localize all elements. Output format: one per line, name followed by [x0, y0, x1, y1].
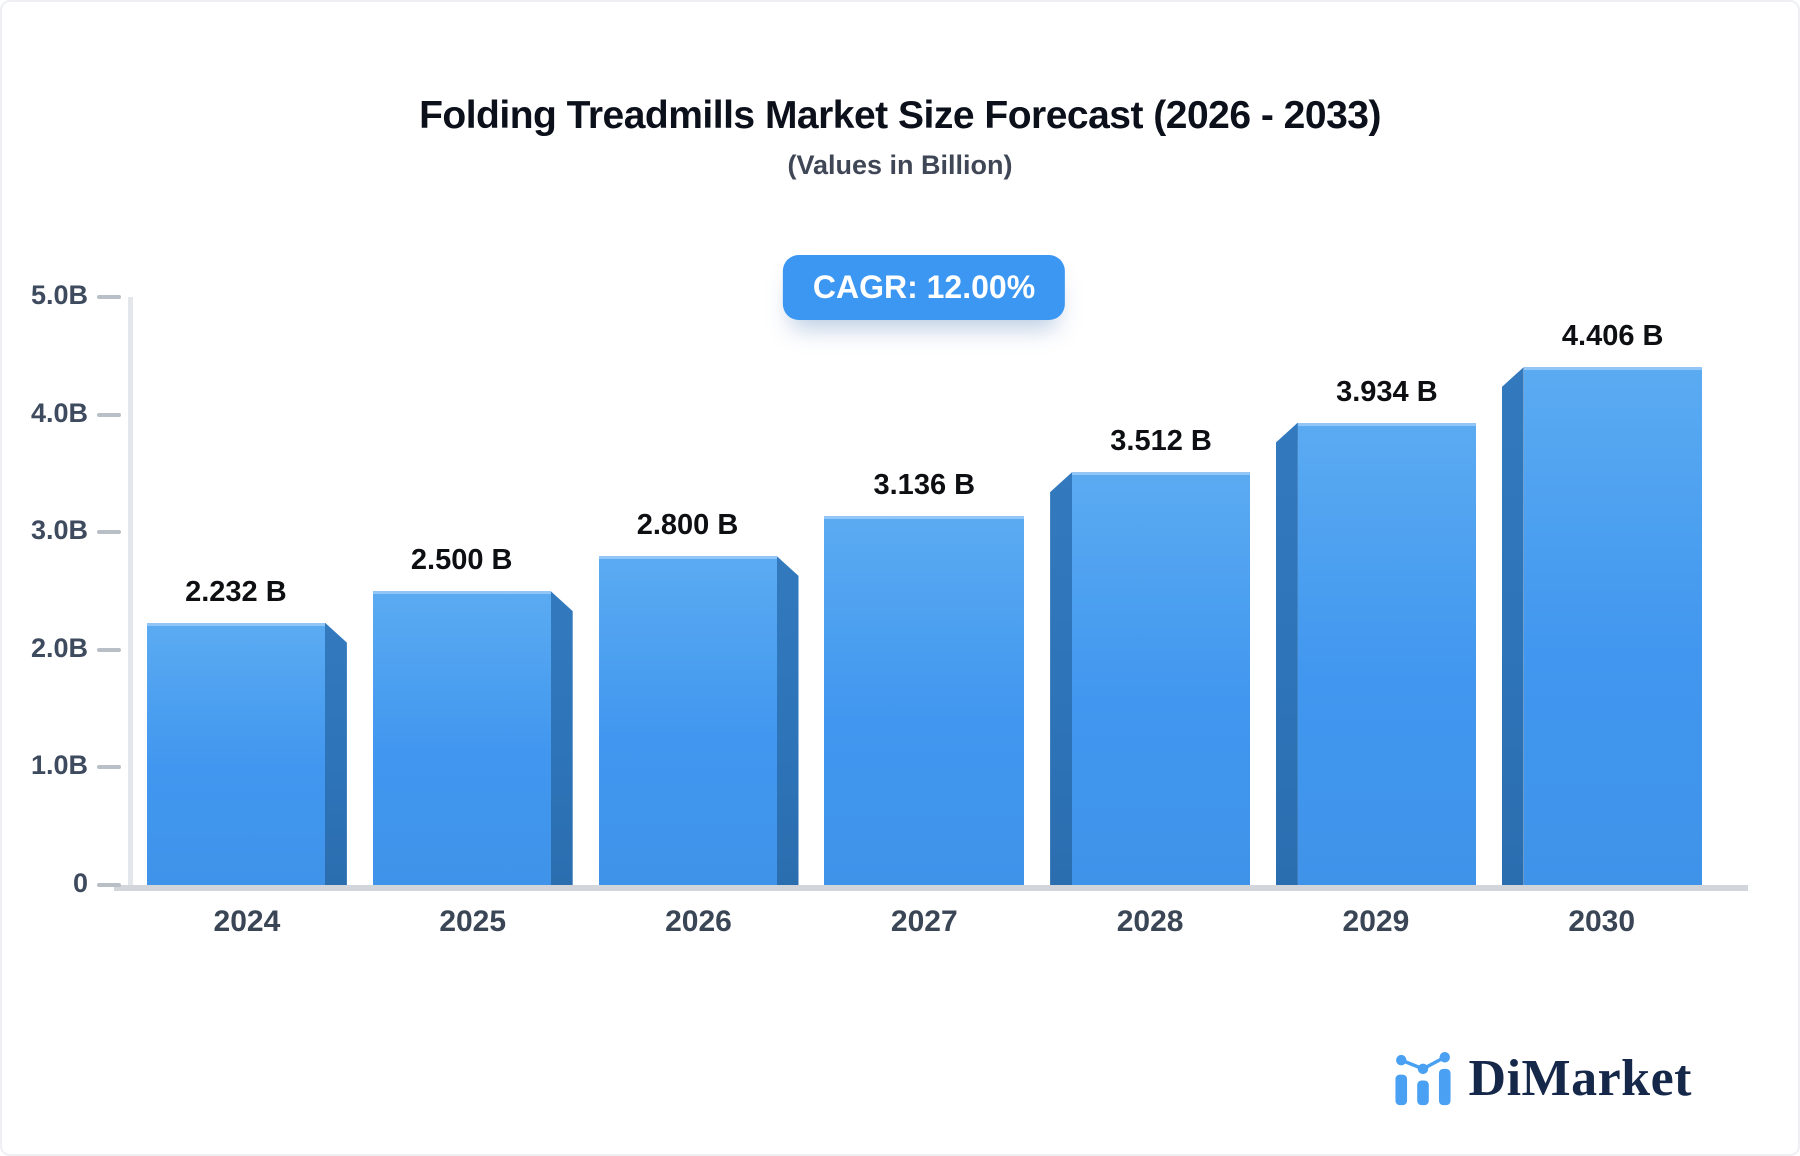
y-tick-dash [97, 295, 121, 300]
y-tick-dash [97, 765, 121, 770]
bar-side-face [1501, 367, 1524, 885]
y-tick-label: 3.0B [30, 515, 88, 546]
bar-2029: 3.934 B [1275, 376, 1476, 885]
bar-side-face [550, 591, 573, 885]
chart-subtitle: (Values in Billion) [787, 150, 1013, 180]
x-tick-label: 2024 [213, 905, 281, 938]
chart-title: Folding Treadmills Market Size Forecast … [419, 94, 1381, 137]
bar-value-label: 3.512 B [1110, 425, 1212, 458]
bar-2026: 2.800 B [598, 509, 799, 885]
bar-2028: 3.512 B [1050, 425, 1251, 885]
bar-2027: 3.136 B [824, 469, 1025, 885]
y-tick-dash [97, 883, 121, 887]
bar-2030: 4.406 B [1501, 320, 1702, 885]
x-tick-label: 2026 [665, 905, 732, 938]
bar-value-label: 3.136 B [873, 469, 976, 502]
y-tick-label: 1.0B [30, 750, 88, 781]
bar-side-face [1050, 472, 1073, 885]
bar-side-face [324, 622, 347, 885]
bar-value-label: 2.232 B [185, 575, 287, 608]
bar-face [372, 591, 551, 885]
bar-value-label: 2.800 B [636, 508, 739, 541]
bar-chart-logo-icon [1394, 1051, 1451, 1105]
y-tick-label: 5.0B [30, 280, 88, 311]
y-tick-dash [97, 530, 121, 535]
x-tick-label: 2030 [1568, 905, 1636, 938]
bar-face [824, 516, 1025, 885]
y-tick-label: 0 [72, 868, 88, 898]
x-tick-label: 2028 [1116, 905, 1184, 938]
x-tick-label: 2029 [1342, 905, 1410, 938]
brand-name: DiMarket [1468, 1050, 1692, 1107]
brand-logo: DiMarket [1391, 1049, 1692, 1108]
bar-face [146, 622, 325, 885]
y-tick-dash [97, 412, 121, 417]
cagr-badge: CAGR: 12.00% [782, 255, 1066, 320]
x-tick-label: 2027 [890, 905, 958, 938]
bar-2025: 2.500 B [372, 544, 573, 885]
bar-face [1297, 422, 1476, 885]
bar-value-label: 2.500 B [410, 544, 513, 577]
bar-face [1523, 367, 1702, 885]
x-tick-label: 2025 [439, 905, 507, 938]
x-baseline [114, 885, 1748, 891]
bar-value-label: 4.406 B [1561, 320, 1664, 353]
y-tick-dash [97, 647, 121, 652]
y-tick-label: 2.0B [30, 632, 88, 663]
y-tick-label: 4.0B [30, 397, 88, 428]
bar-value-label: 3.934 B [1336, 375, 1438, 408]
bar-side-face [776, 555, 799, 885]
bar-face [598, 555, 777, 885]
bar-2024: 2.232 B [146, 576, 347, 885]
bar-side-face [1275, 422, 1298, 885]
y-axis-line [128, 297, 133, 891]
bar-face [1072, 472, 1251, 885]
